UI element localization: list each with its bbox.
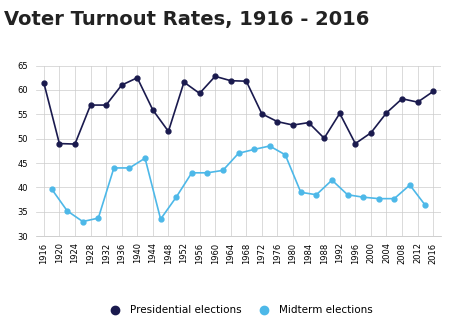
Text: Voter Turnout Rates, 1916 - 2016: Voter Turnout Rates, 1916 - 2016	[4, 10, 370, 29]
Legend: Presidential elections, Midterm elections: Presidential elections, Midterm election…	[100, 301, 377, 320]
